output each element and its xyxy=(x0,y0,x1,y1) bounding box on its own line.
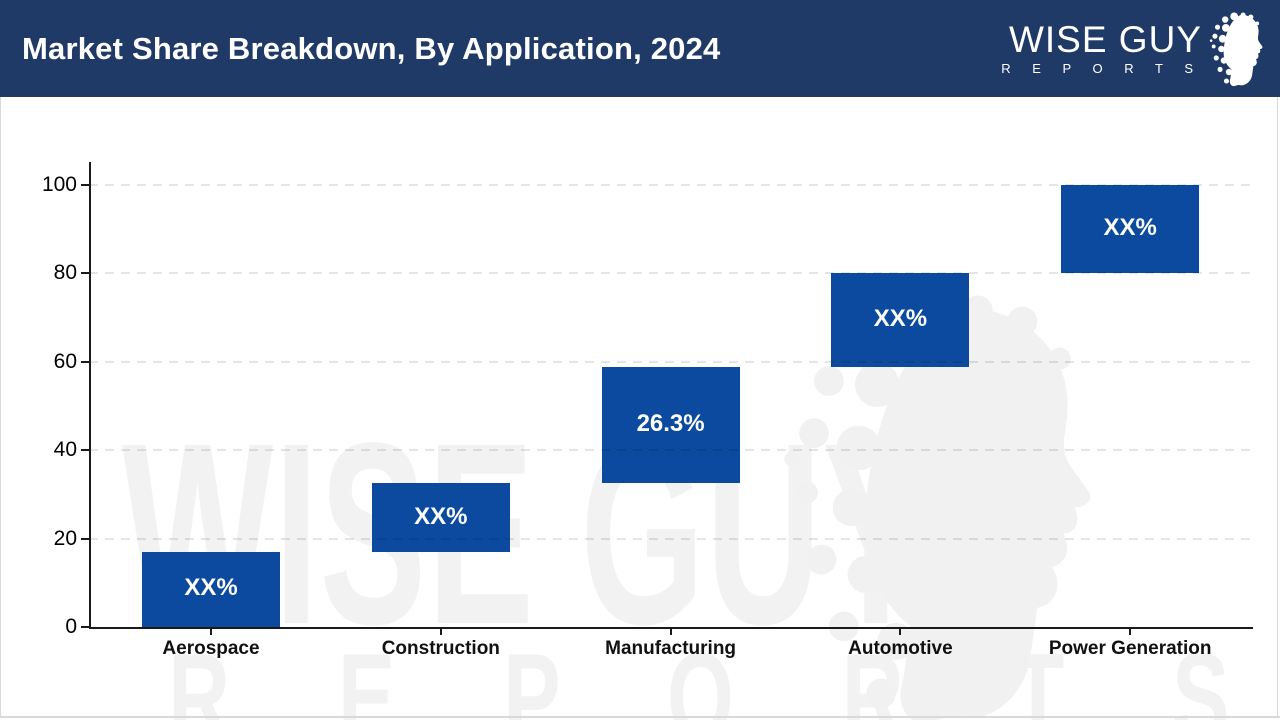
dotted-head-icon xyxy=(1209,12,1263,86)
bar-automotive xyxy=(831,273,970,368)
x-tick xyxy=(899,628,902,635)
bar-value-label: 26.3% xyxy=(636,410,705,438)
y-tick-label: 0 xyxy=(65,615,77,638)
gridline-40 xyxy=(89,449,1253,452)
header-bar: Market Share Breakdown, By Application, … xyxy=(0,0,1280,97)
x-tick xyxy=(210,628,212,635)
gridline-60 xyxy=(89,360,1253,363)
bottom-rule xyxy=(0,716,1280,718)
brand-logo-text: WISE GUY R E P O R T S xyxy=(997,18,1202,77)
y-tick xyxy=(81,626,89,628)
y-tick xyxy=(81,449,89,452)
y-tick-label: 20 xyxy=(53,526,77,550)
y-tick-label: 40 xyxy=(53,438,77,462)
y-tick xyxy=(81,537,89,540)
y-tick-label: 80 xyxy=(53,261,77,285)
x-category-label: Automotive xyxy=(848,638,953,659)
brand-logo: WISE GUY R E P O R T S xyxy=(997,7,1280,91)
x-category-label: Construction xyxy=(381,638,500,659)
bar-value-label: XX% xyxy=(184,574,238,602)
x-tick xyxy=(1129,628,1132,635)
y-axis-line xyxy=(89,162,91,629)
gridline-100 xyxy=(89,184,1253,186)
bar-aerospace xyxy=(142,551,280,627)
bar-value-label: XX% xyxy=(873,305,928,333)
brand-subtitle: R E P O R T S xyxy=(1001,60,1202,76)
bar-power-generation xyxy=(1061,185,1200,274)
left-rule xyxy=(0,97,1,717)
x-category-label: Manufacturing xyxy=(605,638,737,659)
y-tick-label: 60 xyxy=(53,349,77,373)
x-tick xyxy=(669,628,672,635)
x-tick xyxy=(439,628,442,635)
watermark-brand-text: WISE GUY xyxy=(122,388,931,679)
x-category-label: Aerospace xyxy=(162,638,260,659)
y-tick xyxy=(81,184,89,186)
chart-canvas: WISE GUY R E P O R T S XX% Aerospace XX% Co… xyxy=(0,97,1280,720)
right-rule xyxy=(1277,97,1278,717)
bar-manufacturing xyxy=(601,367,740,484)
y-tick xyxy=(81,272,89,275)
watermark-dotted-head-icon xyxy=(784,295,1091,720)
bar-value-label: XX% xyxy=(414,502,468,530)
bar-construction xyxy=(371,483,510,552)
x-category-label: Power Generation xyxy=(1048,638,1212,659)
bar-value-label: XX% xyxy=(1103,214,1157,242)
y-tick-label: 100 xyxy=(41,173,77,196)
gridline-20 xyxy=(89,537,1253,540)
page-title: Market Share Breakdown, By Application, … xyxy=(22,30,721,66)
y-tick xyxy=(81,360,89,363)
brand-name: WISE GUY xyxy=(1008,18,1202,60)
watermark-subtitle-text: R E P O R T S xyxy=(168,628,1272,720)
gridline-80 xyxy=(89,272,1253,275)
x-axis-line xyxy=(89,627,1253,629)
